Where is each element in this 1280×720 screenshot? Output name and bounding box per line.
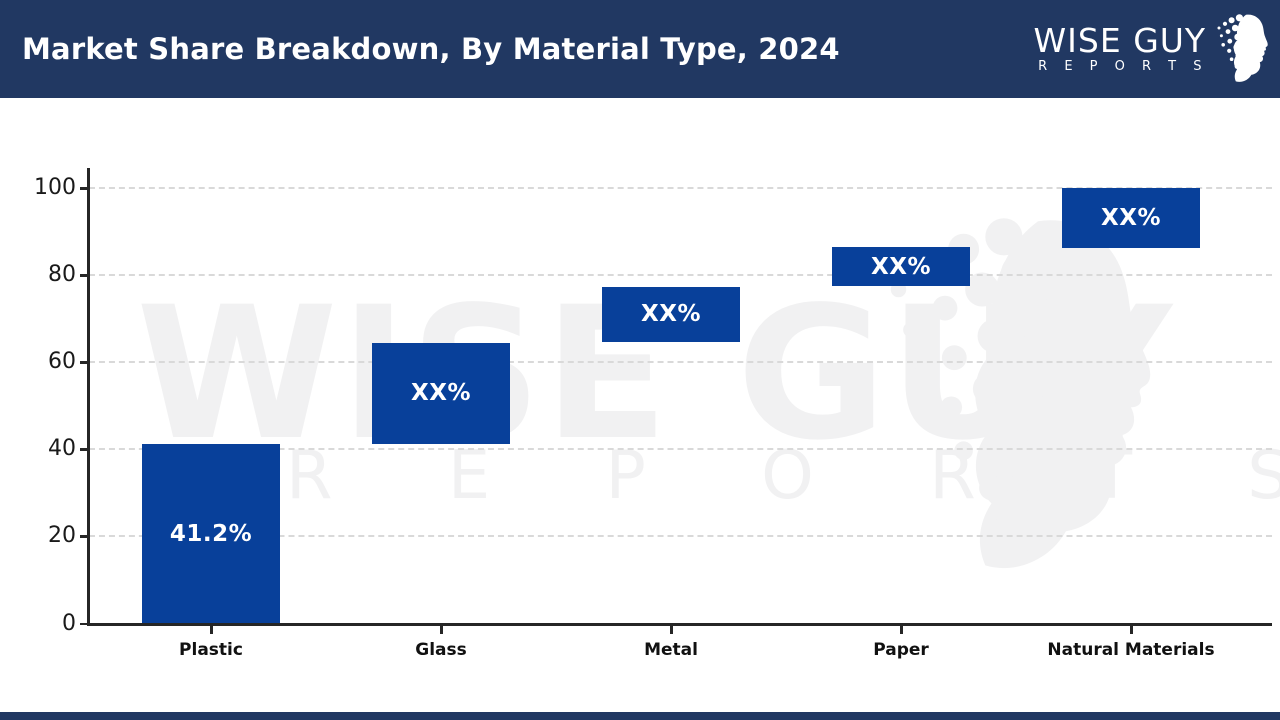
gridline-y40 (89, 448, 1272, 451)
y-tick-label: 100 (34, 175, 76, 200)
y-tick-label: 0 (62, 610, 76, 636)
y-tick-mark (80, 622, 88, 625)
bar-value-label: XX% (640, 301, 701, 328)
logo-text: WISE GUY R E P O R T S (1032, 20, 1208, 75)
x-tick-mark (900, 625, 903, 634)
y-tick-mark (80, 187, 88, 190)
bar-plastic: 41.2% (142, 444, 280, 624)
y-axis-line (87, 168, 90, 625)
y-tick-label: 40 (48, 436, 76, 462)
bar-natural-materials: XX% (1062, 188, 1200, 248)
x-tick-mark (210, 625, 213, 634)
x-tick-label-metal: Metal (644, 640, 698, 660)
bar-metal: XX% (602, 286, 740, 343)
x-tick-mark (440, 625, 443, 634)
y-tick-label: 80 (48, 262, 76, 288)
logo-head-icon (1217, 14, 1268, 82)
x-tick-label-plastic: Plastic (179, 640, 243, 660)
wise-guy-logo: WISE GUY R E P O R T S (1032, 4, 1270, 94)
y-tick-mark (80, 274, 88, 277)
bar-value-label: XX% (1100, 204, 1161, 231)
bar-paper: XX% (832, 247, 970, 287)
gridline-y100 (89, 187, 1272, 189)
gridline-y60 (89, 361, 1272, 364)
bar-value-label: 41.2% (169, 520, 253, 547)
x-axis-line (87, 623, 1272, 626)
logo-wiseguy-text: WISE GUY (1033, 20, 1207, 60)
y-tick-label: 60 (48, 349, 76, 375)
logo-reports-text: R E P O R T S (1038, 59, 1208, 75)
bar-value-label: XX% (870, 253, 931, 280)
y-tick-mark (80, 361, 88, 364)
y-tick-mark (80, 448, 88, 451)
bar-glass: XX% (372, 342, 510, 445)
x-tick-mark (1130, 625, 1133, 634)
header-bar: Market Share Breakdown, By Material Type… (0, 0, 1280, 98)
y-tick-label: 20 (48, 523, 76, 549)
page-title: Market Share Breakdown, By Material Type… (22, 32, 840, 66)
gridline-y20 (89, 535, 1272, 538)
x-tick-label-natural-materials: Natural Materials (1047, 640, 1215, 660)
x-tick-label-paper: Paper (873, 640, 929, 660)
gridline-y80 (89, 274, 1272, 277)
footer-strip (0, 712, 1280, 720)
y-tick-mark (80, 535, 88, 538)
x-tick-mark (670, 625, 673, 634)
bar-value-label: XX% (410, 380, 471, 407)
x-tick-label-glass: Glass (415, 640, 467, 660)
